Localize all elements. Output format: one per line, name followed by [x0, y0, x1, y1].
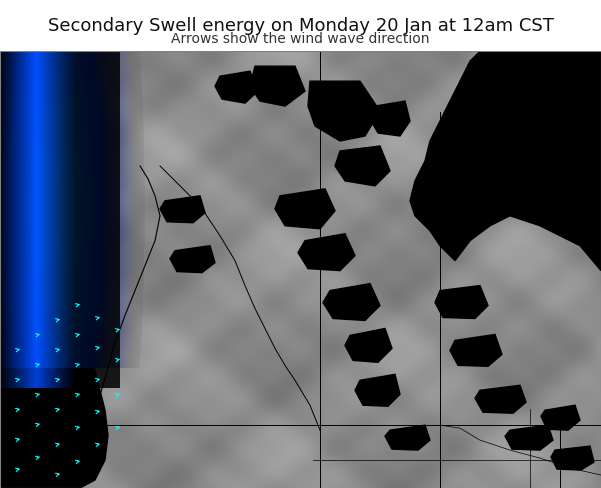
Polygon shape — [308, 81, 380, 141]
Polygon shape — [355, 374, 400, 406]
Polygon shape — [395, 51, 601, 271]
Polygon shape — [215, 71, 258, 103]
Polygon shape — [551, 446, 594, 470]
Text: Arrows show the wind wave direction: Arrows show the wind wave direction — [171, 32, 430, 46]
Polygon shape — [275, 189, 335, 229]
Polygon shape — [0, 51, 108, 488]
Polygon shape — [170, 245, 215, 273]
Polygon shape — [450, 334, 502, 366]
Polygon shape — [160, 196, 205, 223]
Polygon shape — [505, 425, 553, 450]
Polygon shape — [385, 425, 430, 450]
Polygon shape — [475, 386, 526, 413]
Polygon shape — [541, 405, 580, 430]
Polygon shape — [250, 66, 305, 106]
Polygon shape — [298, 234, 355, 271]
Polygon shape — [435, 285, 488, 319]
Polygon shape — [323, 284, 380, 321]
Polygon shape — [345, 328, 392, 363]
Polygon shape — [370, 101, 410, 136]
Polygon shape — [335, 146, 390, 186]
Text: Secondary Swell energy on Monday 20 Jan at 12am CST: Secondary Swell energy on Monday 20 Jan … — [47, 17, 554, 35]
